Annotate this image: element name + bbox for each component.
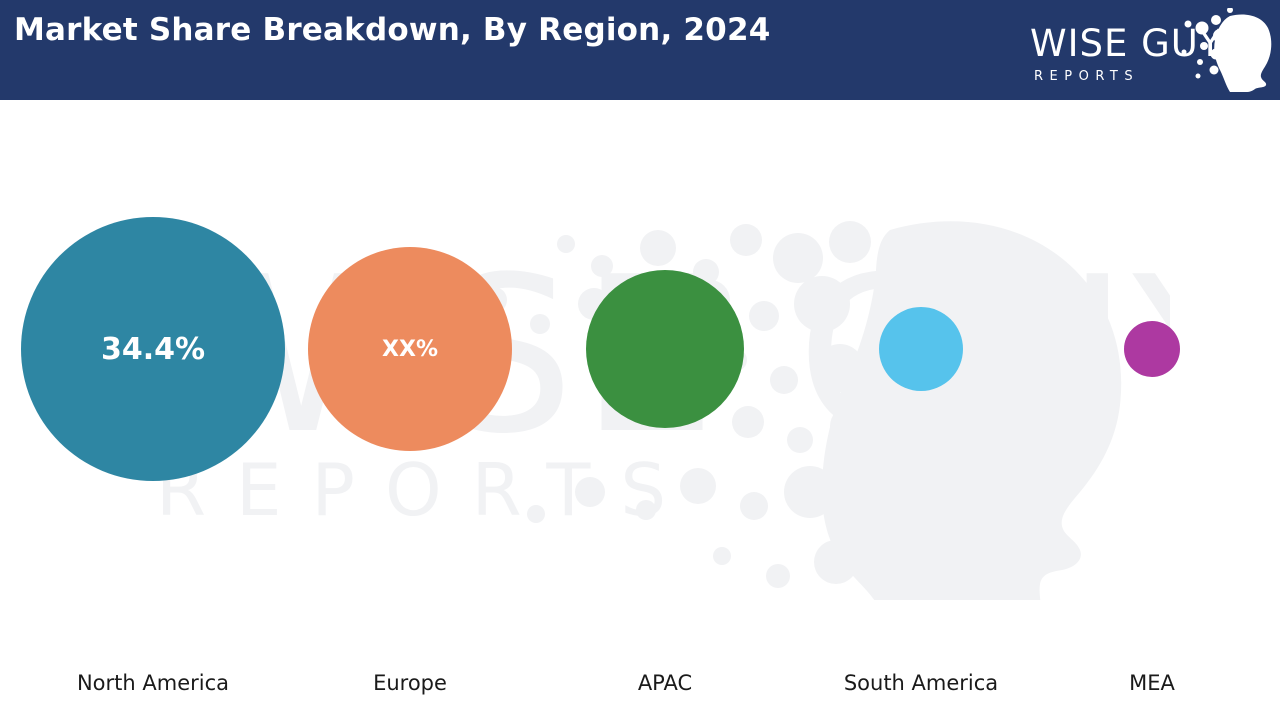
svg-text:WISE GUY: WISE GUY [1030,22,1222,65]
category-label-south-america: South America [843,671,999,695]
category-label-apac: APAC [637,671,693,695]
bubble-value-label: XX% [382,336,438,362]
bubble-apac[interactable] [586,270,744,428]
bubble-south-america[interactable] [879,307,963,391]
header-bar: Market Share Breakdown, By Region, 2024 … [0,0,1280,100]
bubble-north-america[interactable]: 34.4% [21,217,285,481]
bubble-europe[interactable]: XX% [308,247,512,451]
wise-guy-reports-logo: WISE GUY REPORTS [1024,8,1272,92]
category-label-north-america: North America [76,671,230,695]
category-label-mea: MEA [1129,671,1175,695]
bubble-chart-plot-area: 34.4% XX% North America Europe APAC South Ame… [0,100,1280,720]
svg-text:REPORTS: REPORTS [1034,69,1139,84]
category-label-europe: Europe [373,671,447,695]
bubble-value-label: 34.4% [100,331,206,367]
page-title: Market Share Breakdown, By Region, 2024 [14,12,771,48]
bubble-mea[interactable] [1124,321,1180,377]
